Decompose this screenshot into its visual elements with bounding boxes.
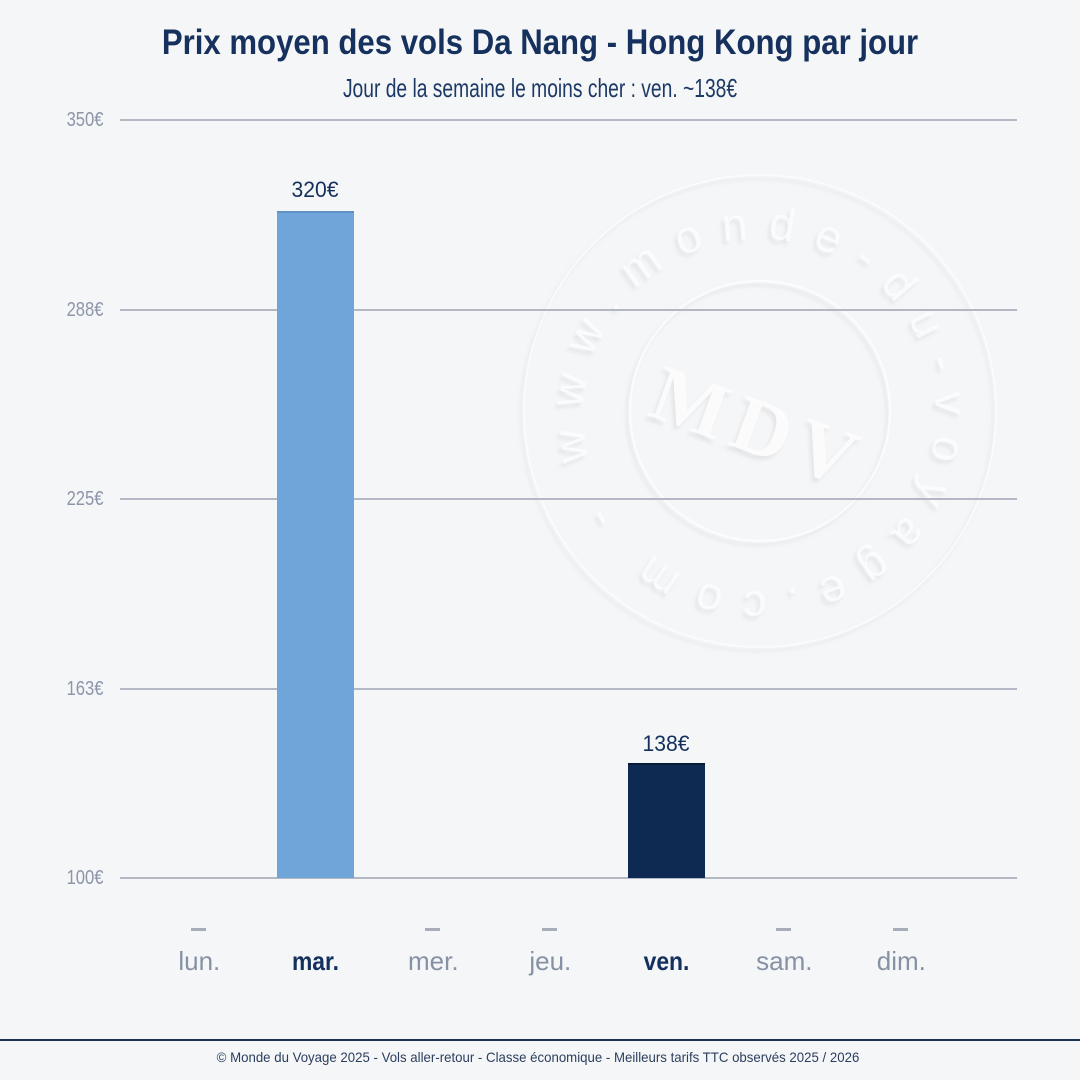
svg-text:MDV: MDV <box>640 349 878 507</box>
